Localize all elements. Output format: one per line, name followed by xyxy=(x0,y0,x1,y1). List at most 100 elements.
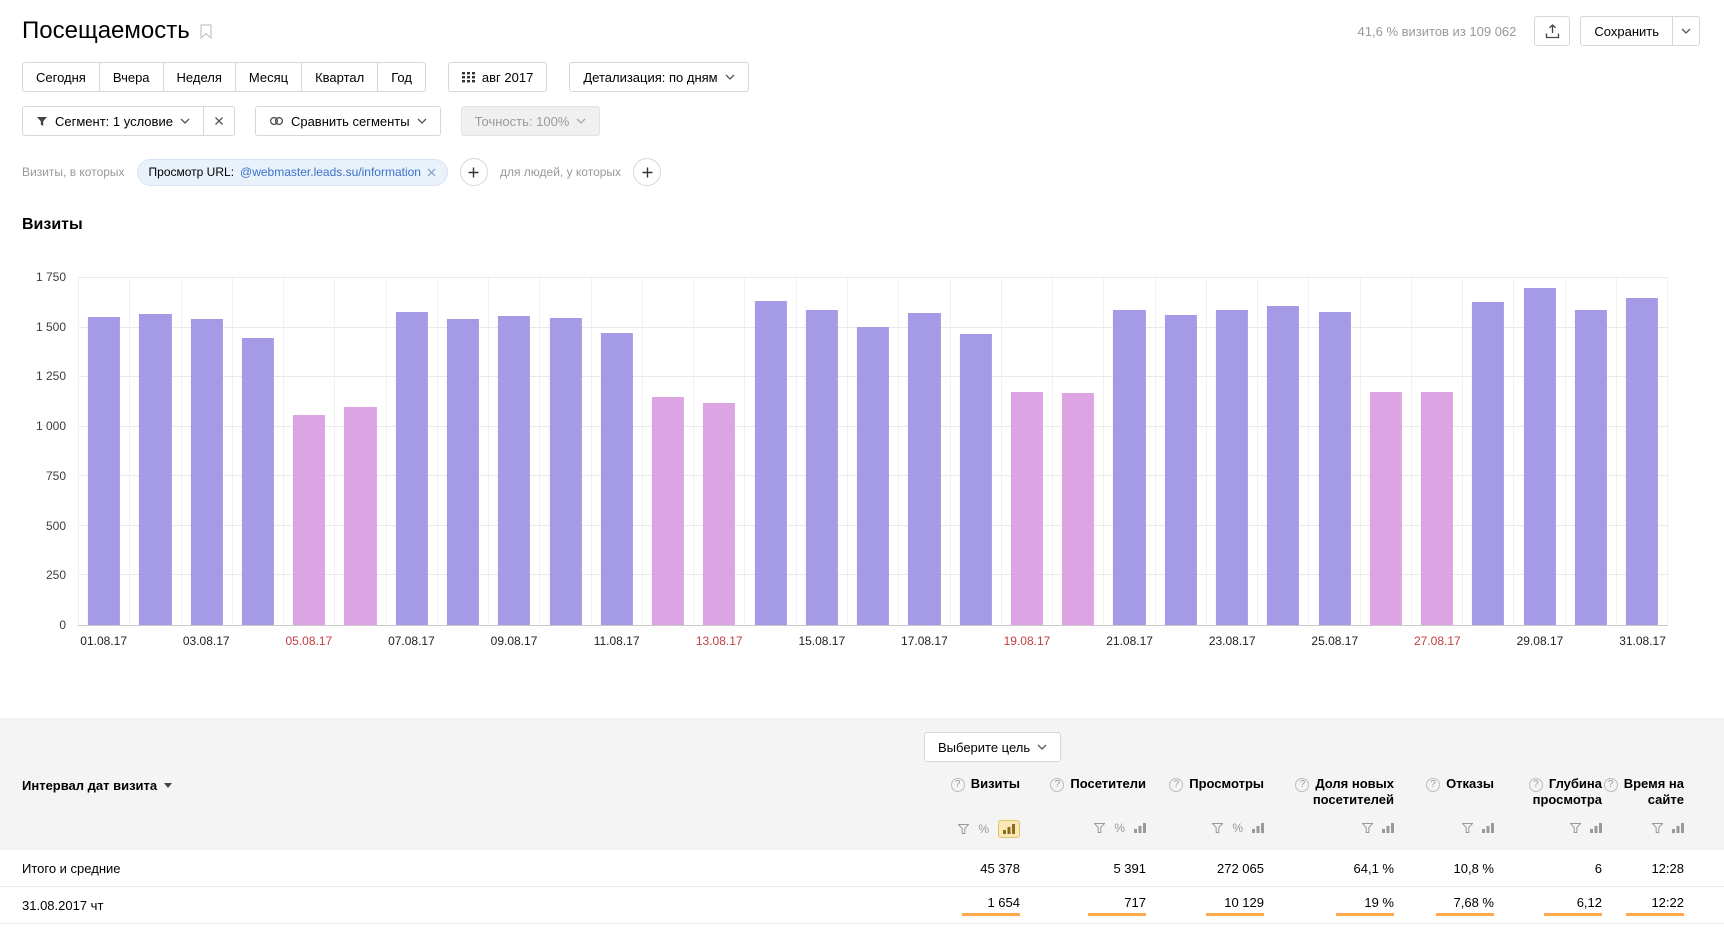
metric-column-header[interactable]: ? Просмотры xyxy=(1146,776,1264,792)
percent-tool-icon[interactable]: % xyxy=(978,822,989,836)
visits-bar[interactable] xyxy=(600,332,633,625)
chip-close-icon[interactable] xyxy=(427,168,436,177)
filter-row: Визиты, в которых Просмотр URL: @webmast… xyxy=(22,158,1702,186)
visits-bar[interactable] xyxy=(1472,301,1505,625)
visits-bar[interactable] xyxy=(549,317,582,625)
row-label: 31.08.2017 чт xyxy=(22,897,104,913)
metric-column-header[interactable]: ? Время на сайте xyxy=(1602,776,1684,808)
visits-bar[interactable] xyxy=(1574,309,1607,625)
help-icon[interactable]: ? xyxy=(1295,778,1310,792)
chart-tool-icon[interactable] xyxy=(1672,820,1684,836)
chart-slot xyxy=(283,278,334,625)
visits-bar[interactable] xyxy=(139,313,172,625)
visits-bar[interactable] xyxy=(908,312,941,625)
filter-tool-icon[interactable] xyxy=(1362,820,1373,836)
visits-bar[interactable] xyxy=(1164,314,1197,625)
sort-desc-icon xyxy=(164,783,173,788)
bookmark-icon[interactable] xyxy=(200,23,212,39)
chart-slot xyxy=(1205,278,1257,625)
x-tick-label xyxy=(129,634,180,648)
visits-bar[interactable] xyxy=(293,414,326,625)
help-icon[interactable]: ? xyxy=(950,778,965,792)
table-row[interactable]: 31.08.2017 чт 1 654 717 10 129 19 % 7,68 % 6,1… xyxy=(0,887,1724,924)
visits-bar[interactable] xyxy=(857,326,890,625)
x-tick-label: 31.08.17 xyxy=(1619,634,1666,648)
visits-bar[interactable] xyxy=(241,337,274,625)
chart-slot xyxy=(1257,278,1308,625)
metric-value: 1 654 xyxy=(962,895,1020,916)
table-row[interactable]: Итого и средние 45 378 5 391 272 065 64,1 % 1… xyxy=(0,850,1724,887)
period-button[interactable]: Год xyxy=(377,62,426,92)
visits-bar[interactable] xyxy=(1369,392,1402,625)
segment-dropdown[interactable]: Сегмент: 1 условие xyxy=(22,106,204,136)
chart-tool-icon[interactable] xyxy=(998,820,1020,838)
filter-tool-icon[interactable] xyxy=(1094,820,1106,836)
visits-bar[interactable] xyxy=(1523,287,1556,625)
detail-dropdown[interactable]: Детализация: по дням xyxy=(569,62,749,92)
url-filter-chip[interactable]: Просмотр URL: @webmaster.leads.su/inform… xyxy=(136,158,448,186)
period-button[interactable]: Квартал xyxy=(301,62,379,92)
visits-bar[interactable] xyxy=(395,311,428,625)
period-button[interactable]: Месяц xyxy=(234,62,303,92)
visits-bar[interactable] xyxy=(1267,305,1300,625)
visits-bar[interactable] xyxy=(1113,309,1146,625)
period-button[interactable]: Сегодня xyxy=(22,62,100,92)
percent-tool-icon[interactable]: % xyxy=(1232,821,1243,835)
x-tick-label xyxy=(1463,634,1514,648)
save-button[interactable]: Сохранить xyxy=(1580,16,1673,46)
visits-bar[interactable] xyxy=(1010,392,1043,625)
visits-bar[interactable] xyxy=(1420,392,1454,625)
filter-tool-icon[interactable] xyxy=(1462,820,1473,836)
calendar-button[interactable]: авг 2017 xyxy=(447,62,548,92)
filter-tool-icon[interactable] xyxy=(958,821,970,837)
chart-tool-icon[interactable] xyxy=(1252,820,1264,836)
add-people-condition-button[interactable] xyxy=(633,158,662,186)
help-icon[interactable]: ? xyxy=(1528,778,1543,792)
filter-tool-icon[interactable] xyxy=(1570,820,1581,836)
metric-column-header[interactable]: ? Визиты xyxy=(924,776,1020,792)
accuracy-dropdown[interactable]: Точность: 100% xyxy=(460,106,601,136)
visits-bar[interactable] xyxy=(1626,297,1659,625)
choose-goal-button[interactable]: Выберите цель xyxy=(924,732,1062,762)
help-icon[interactable]: ? xyxy=(1050,778,1065,792)
visits-bar[interactable] xyxy=(1318,311,1351,625)
visits-bar[interactable] xyxy=(1215,309,1249,625)
chart-tool-icon[interactable] xyxy=(1590,820,1602,836)
visits-share-note: 41,6 % визитов из 109 062 xyxy=(1357,23,1517,39)
segment-clear-button[interactable] xyxy=(202,106,235,136)
visits-bar[interactable] xyxy=(754,300,787,625)
visits-bar[interactable] xyxy=(190,318,223,625)
metric-value: 45 378 xyxy=(980,860,1020,876)
filter-tool-icon[interactable] xyxy=(1212,820,1224,836)
visits-bar[interactable] xyxy=(959,333,992,625)
visits-bar[interactable] xyxy=(651,396,685,625)
chart-tool-icon[interactable] xyxy=(1482,820,1494,836)
period-button[interactable]: Неделя xyxy=(162,62,236,92)
visits-bar[interactable] xyxy=(703,402,736,625)
help-icon[interactable]: ? xyxy=(1603,778,1618,792)
column-tools: % xyxy=(1020,820,1146,836)
percent-tool-icon[interactable]: % xyxy=(1114,821,1125,835)
metric-column-header[interactable]: ? Глубина просмотра xyxy=(1494,776,1602,808)
export-button[interactable] xyxy=(1534,16,1571,46)
metric-column-header[interactable]: ? Отказы xyxy=(1394,776,1494,792)
compare-segments-dropdown[interactable]: Сравнить сегменты xyxy=(254,106,441,136)
visits-bar[interactable] xyxy=(344,406,377,625)
metric-column-header[interactable]: ? Доля новых посетителей xyxy=(1264,776,1394,808)
visits-bar[interactable] xyxy=(498,315,531,625)
chart-tool-icon[interactable] xyxy=(1382,820,1394,836)
metric-column-header[interactable]: ? Посетители xyxy=(1020,776,1146,792)
visits-bar[interactable] xyxy=(805,309,838,625)
save-menu-button[interactable] xyxy=(1672,16,1700,46)
help-icon[interactable]: ? xyxy=(1426,778,1441,792)
visits-bar[interactable] xyxy=(88,316,121,625)
help-icon[interactable]: ? xyxy=(1169,778,1184,792)
visits-bar[interactable] xyxy=(1062,393,1095,625)
chart-slot xyxy=(385,278,437,625)
period-button[interactable]: Вчера xyxy=(98,62,164,92)
add-visit-condition-button[interactable] xyxy=(459,158,488,186)
date-interval-header[interactable]: Интервал дат визита xyxy=(22,776,924,793)
filter-tool-icon[interactable] xyxy=(1652,820,1663,836)
visits-bar[interactable] xyxy=(446,318,480,625)
chart-tool-icon[interactable] xyxy=(1134,820,1146,836)
